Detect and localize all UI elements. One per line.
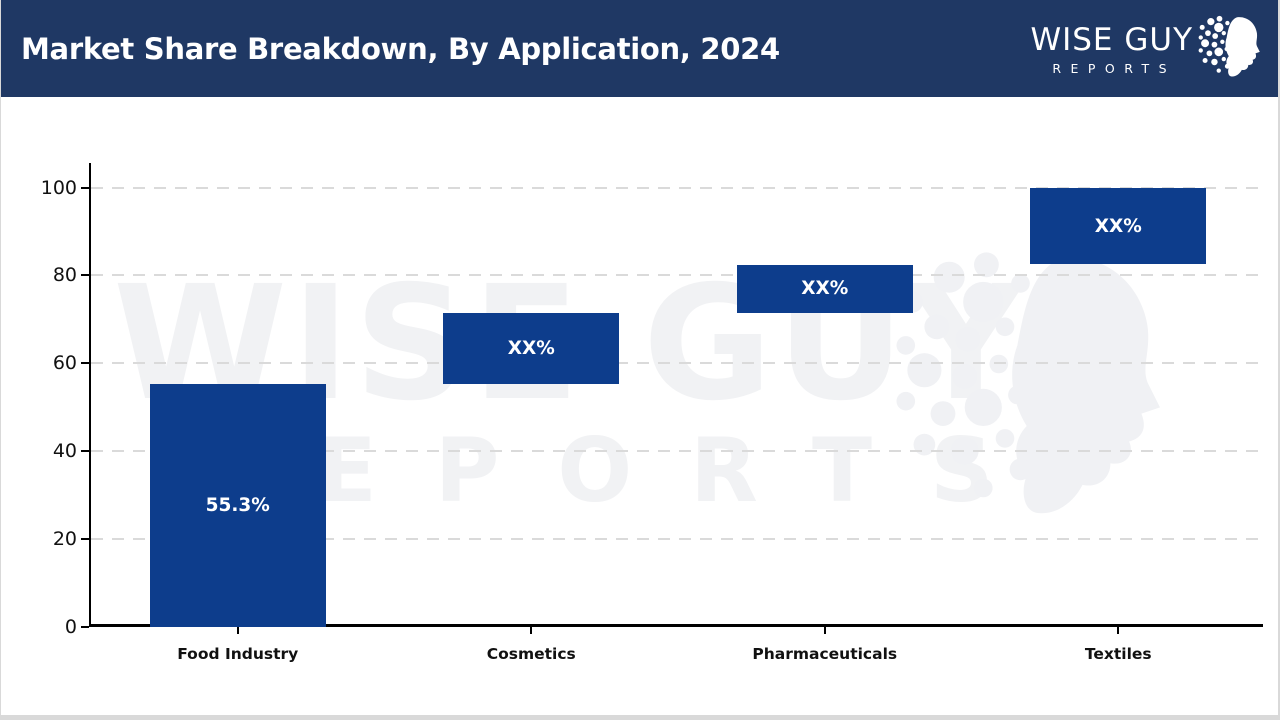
waterfall-bar-food-industry: 55.3% xyxy=(149,384,326,627)
page-title: Market Share Breakdown, By Application, … xyxy=(21,31,780,66)
y-axis-tick-label: 80 xyxy=(52,264,77,287)
chart-area: WISE GUY REPORTS 0 20 40 60 80 100 55.3% Food I… xyxy=(1,97,1278,715)
y-axis-tick-label: 60 xyxy=(52,352,77,375)
x-axis-tick xyxy=(1117,627,1120,634)
header-band: Market Share Breakdown, By Application, … xyxy=(1,0,1278,97)
x-axis-category-label: Textiles xyxy=(1084,645,1152,663)
y-gridline xyxy=(91,450,1263,453)
y-gridline xyxy=(91,538,1263,541)
y-gridline xyxy=(91,362,1263,365)
y-axis-tick xyxy=(81,626,89,628)
plot-area: 0 20 40 60 80 100 55.3% Food Industry XX% Cosmeti… xyxy=(41,163,1263,663)
x-axis-tick xyxy=(823,627,826,634)
y-axis-tick xyxy=(81,538,89,541)
waterfall-bar-cosmetics: XX% xyxy=(443,312,620,384)
x-axis-tick xyxy=(530,627,533,634)
bar-value-label: XX% xyxy=(1094,215,1142,237)
y-axis-tick xyxy=(81,450,89,453)
bar-value-label: XX% xyxy=(801,278,849,300)
y-axis-tick-label: 100 xyxy=(40,176,77,199)
bar-value-label: 55.3% xyxy=(205,494,270,516)
waterfall-bar-pharmaceuticals: XX% xyxy=(736,264,913,313)
brand-subtitle: REPORTS xyxy=(1052,61,1177,76)
y-axis-tick xyxy=(81,362,89,365)
brand-logo-text: WISE GUY REPORTS xyxy=(1030,22,1193,76)
y-gridline xyxy=(91,274,1263,277)
x-axis-tick xyxy=(236,627,239,634)
x-axis-category-label: Cosmetics xyxy=(486,645,576,663)
y-axis-tick-label: 20 xyxy=(52,528,77,551)
wise-guy-head-icon xyxy=(1198,15,1260,77)
y-axis-tick xyxy=(81,274,89,277)
brand-logo: WISE GUY REPORTS xyxy=(1030,12,1267,86)
y-axis-tick-label: 0 xyxy=(64,616,77,638)
bar-value-label: XX% xyxy=(507,337,555,359)
y-axis-tick xyxy=(81,186,89,189)
x-axis-category-label: Food Industry xyxy=(177,645,299,663)
y-gridline xyxy=(91,186,1263,189)
x-axis-category-label: Pharmaceuticals xyxy=(752,645,898,663)
y-axis-tick-label: 40 xyxy=(52,440,77,463)
brand-name: WISE GUY xyxy=(1030,22,1193,58)
waterfall-bar-textiles: XX% xyxy=(1030,187,1207,265)
